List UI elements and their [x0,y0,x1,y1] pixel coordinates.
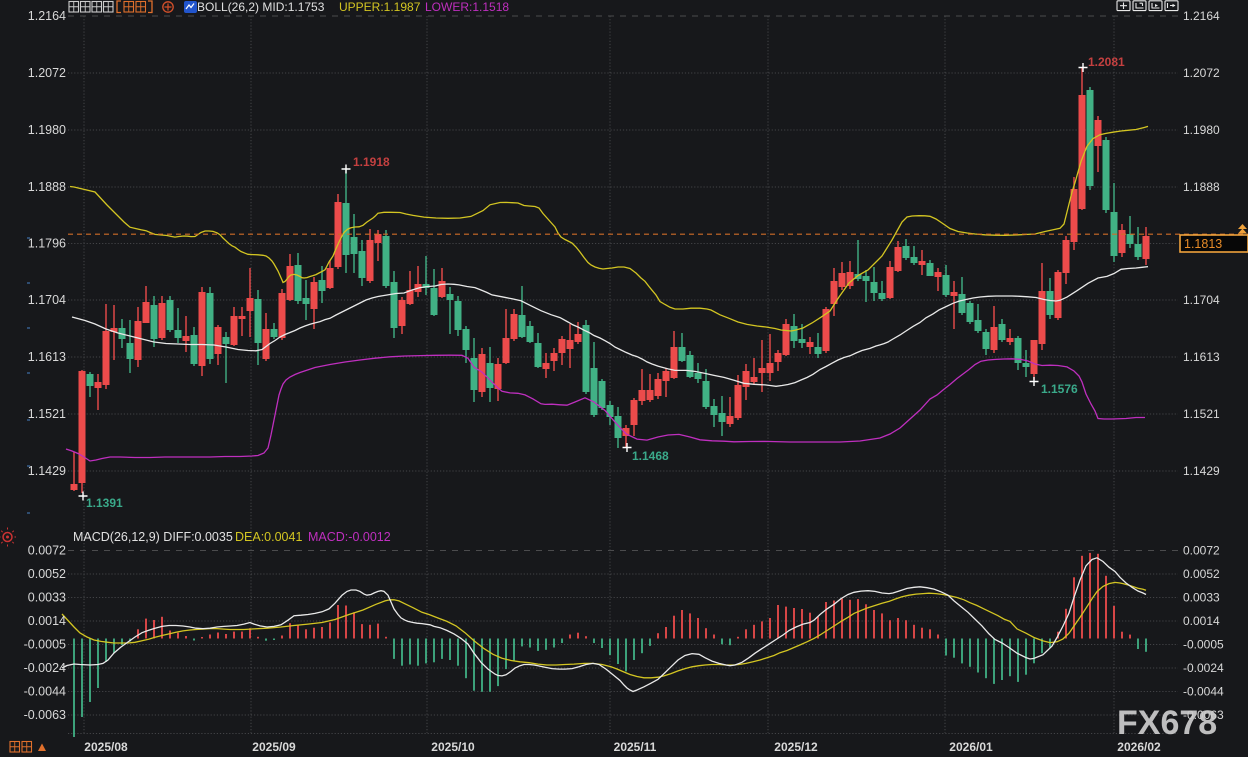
svg-text:-0.0044: -0.0044 [24,685,66,699]
svg-text:0.0033: 0.0033 [1183,591,1220,605]
svg-text:0.0052: 0.0052 [1183,567,1220,581]
svg-text:0.0052: 0.0052 [28,567,66,581]
svg-text:1.1576: 1.1576 [1041,382,1078,396]
svg-text:-0.0024: -0.0024 [24,661,66,675]
svg-text:1.1429: 1.1429 [1183,464,1220,478]
svg-text:0.0014: 0.0014 [28,614,66,628]
svg-text:1.2072: 1.2072 [1183,66,1220,80]
svg-text:0.0033: 0.0033 [28,591,66,605]
svg-text:-0.0005: -0.0005 [1183,638,1224,652]
svg-text:1.1521: 1.1521 [28,407,66,421]
svg-text:1.1796: 1.1796 [28,237,66,251]
svg-text:-0.0005: -0.0005 [24,638,66,652]
svg-text:BOLL(26,2) MID:1.1753: BOLL(26,2) MID:1.1753 [197,0,325,14]
svg-text:2025/10: 2025/10 [431,740,475,754]
svg-text:-0.0063: -0.0063 [24,708,66,722]
svg-text:1.1980: 1.1980 [28,123,66,137]
svg-text:0.0014: 0.0014 [1183,614,1220,628]
svg-text:DEA:0.0041: DEA:0.0041 [235,530,302,544]
svg-text:-0.0024: -0.0024 [1183,661,1224,675]
svg-text:-0.0063: -0.0063 [1183,708,1224,722]
svg-text:1.1704: 1.1704 [28,293,66,307]
svg-text:1.2081: 1.2081 [1088,55,1125,69]
svg-text:UPPER:1.1987: UPPER:1.1987 [339,0,421,14]
svg-text:0.0072: 0.0072 [1183,544,1220,558]
svg-text:1.1980: 1.1980 [1183,123,1220,137]
svg-text:1.1918: 1.1918 [353,155,390,169]
svg-text:1.1521: 1.1521 [1183,407,1220,421]
svg-text:1.1704: 1.1704 [1183,293,1220,307]
svg-text:1.1613: 1.1613 [28,350,66,364]
svg-text:1.1391: 1.1391 [86,496,123,510]
svg-text:LOWER:1.1518: LOWER:1.1518 [425,0,509,14]
svg-text:2025/12: 2025/12 [774,740,818,754]
svg-text:1.1888: 1.1888 [28,180,66,194]
svg-text:1.1613: 1.1613 [1183,350,1220,364]
svg-text:FX678: FX678 [1117,704,1217,742]
svg-text:2026/01: 2026/01 [949,740,993,754]
svg-text:2025/09: 2025/09 [252,740,296,754]
svg-text:1.2164: 1.2164 [28,9,66,23]
svg-text:1.2164: 1.2164 [1183,9,1220,23]
svg-text:1.1813: 1.1813 [1184,237,1222,251]
svg-text:0.0072: 0.0072 [28,544,66,558]
svg-text:1.1468: 1.1468 [632,449,669,463]
svg-text:2025/08: 2025/08 [84,740,128,754]
svg-text:2026/02: 2026/02 [1117,740,1161,754]
svg-text:MACD:-0.0012: MACD:-0.0012 [308,530,391,544]
svg-text:1.1888: 1.1888 [1183,180,1220,194]
svg-text:1.1429: 1.1429 [28,464,66,478]
svg-text:1.2072: 1.2072 [28,66,66,80]
svg-text:2025/11: 2025/11 [614,740,657,754]
svg-text:MACD(26,12,9) DIFF:0.0035: MACD(26,12,9) DIFF:0.0035 [73,530,233,544]
svg-text:-0.0044: -0.0044 [1183,685,1224,699]
